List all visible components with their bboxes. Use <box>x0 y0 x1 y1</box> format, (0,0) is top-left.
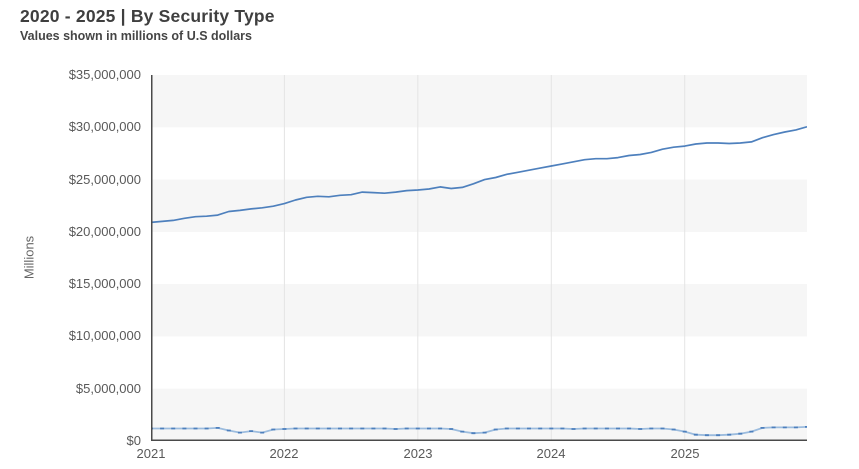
y-tick-label: $35,000,000 <box>68 67 141 82</box>
x-tick-label: 2021 <box>136 446 166 461</box>
chart-subtitle: Values shown in millions of U.S dollars <box>20 29 252 43</box>
y-tick-label: $25,000,000 <box>68 172 141 187</box>
y-tick-label: $10,000,000 <box>68 328 141 343</box>
series-line-main[interactable] <box>151 125 807 224</box>
band <box>151 75 807 128</box>
y-tick-label: $15,000,000 <box>68 276 141 291</box>
y-tick-label: $30,000,000 <box>68 119 141 134</box>
y-tick-label: $5,000,000 <box>75 381 141 396</box>
x-tick-label: 2022 <box>269 446 299 461</box>
chart-title: 2020 - 2025 | By Security Type <box>20 6 275 26</box>
band <box>151 284 807 337</box>
y-axis-title: Millions <box>21 235 37 280</box>
y-tick-label: $20,000,000 <box>68 224 141 239</box>
x-tick-label: 2025 <box>670 446 700 461</box>
y-tick-label: $0 <box>126 433 141 448</box>
plot-area[interactable] <box>151 75 807 441</box>
x-tick-label: 2024 <box>536 446 566 461</box>
x-tick-label: 2023 <box>403 446 433 461</box>
band <box>151 179 807 232</box>
series-markers-secondary <box>151 426 807 437</box>
